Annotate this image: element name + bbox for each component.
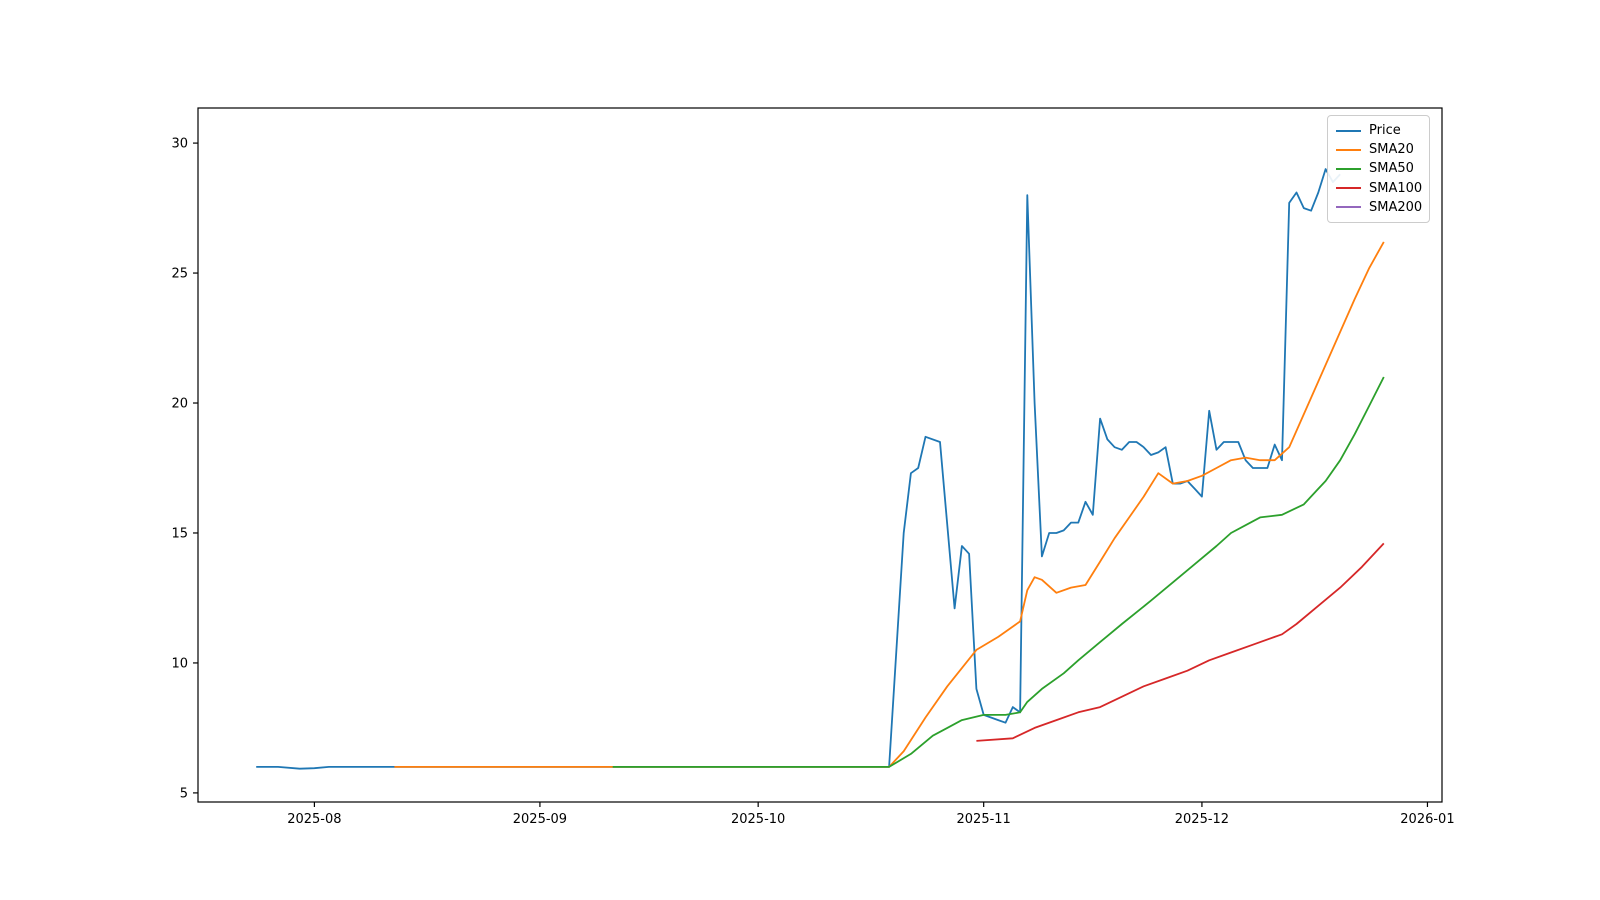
y-tick-label: 15 bbox=[171, 526, 188, 541]
legend-item-sma20: SMA20 bbox=[1336, 143, 1421, 156]
legend-item-sma50: SMA50 bbox=[1336, 162, 1421, 175]
axes-frame bbox=[197, 107, 1443, 803]
legend-item-sma100: SMA100 bbox=[1336, 180, 1423, 196]
x-tick-label: 2025-12 bbox=[1175, 812, 1229, 827]
legend-line-swatch-icon bbox=[1336, 167, 1361, 170]
series-line-sma50 bbox=[612, 376, 1385, 768]
legend-line-swatch-icon bbox=[1336, 148, 1361, 151]
series-line-price bbox=[256, 168, 1341, 770]
series-line-sma100 bbox=[976, 542, 1385, 742]
legend-item-sma200: SMA200 bbox=[1336, 199, 1423, 215]
y-tick-label: 5 bbox=[180, 786, 188, 801]
y-tick-label: 30 bbox=[171, 137, 188, 152]
legend-item-price: Price bbox=[1336, 124, 1421, 137]
y-tick-label: 25 bbox=[171, 267, 188, 282]
x-tick-label: 2025-10 bbox=[731, 812, 785, 827]
y-tick-label: 10 bbox=[171, 656, 188, 671]
series-line-sma20 bbox=[394, 241, 1385, 768]
x-tick-label: 2025-09 bbox=[513, 812, 567, 827]
legend-item-label: SMA20 bbox=[1369, 142, 1414, 158]
y-tick-label: 20 bbox=[171, 397, 188, 412]
legend-line-swatch-icon bbox=[1336, 129, 1361, 132]
legend-item-label: Price bbox=[1369, 123, 1401, 139]
legend-item-label: SMA100 bbox=[1369, 180, 1423, 196]
x-tick-label: 2025-08 bbox=[287, 812, 341, 827]
legend-line-swatch-icon bbox=[1336, 187, 1361, 190]
x-tick-label: 2026-01 bbox=[1400, 812, 1454, 827]
legend-item-label: SMA50 bbox=[1369, 161, 1414, 177]
legend: Price SMA20 SMA50 SMA100 SMA200 bbox=[1327, 115, 1430, 223]
legend-item-label: SMA200 bbox=[1369, 199, 1423, 215]
legend-line-swatch-icon bbox=[1336, 206, 1361, 209]
x-tick-label: 2025-11 bbox=[957, 812, 1011, 827]
